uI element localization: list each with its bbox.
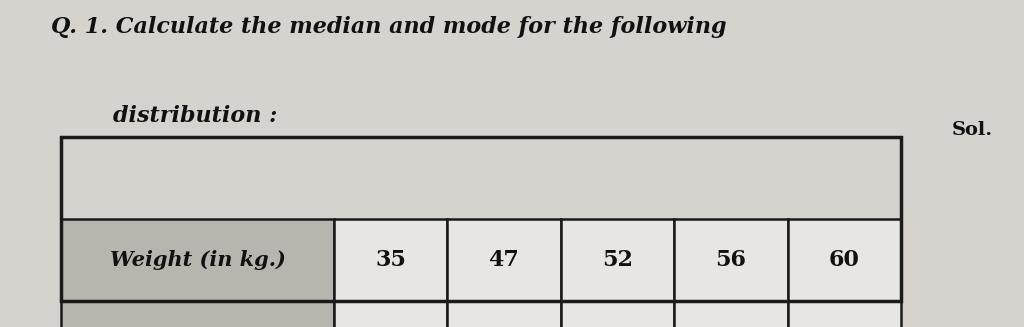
Text: 60: 60 <box>829 249 860 271</box>
Bar <box>447 301 561 327</box>
Bar <box>561 301 674 327</box>
Bar <box>61 219 334 301</box>
Bar <box>447 219 561 301</box>
Bar <box>787 219 901 301</box>
Bar <box>674 301 787 327</box>
Bar <box>61 301 334 327</box>
Bar <box>334 219 447 301</box>
Text: distribution :: distribution : <box>51 105 278 127</box>
Text: 52: 52 <box>602 249 633 271</box>
Text: 35: 35 <box>375 249 406 271</box>
Text: Weight (in kg.): Weight (in kg.) <box>110 250 286 270</box>
Text: 47: 47 <box>488 249 519 271</box>
Bar <box>787 301 901 327</box>
Bar <box>674 219 787 301</box>
Text: Q. 1. Calculate the median and mode for the following: Q. 1. Calculate the median and mode for … <box>51 16 727 38</box>
Bar <box>561 219 674 301</box>
Bar <box>61 137 901 301</box>
Text: Sol.: Sol. <box>952 121 993 139</box>
Text: 56: 56 <box>716 249 746 271</box>
Bar <box>334 301 447 327</box>
